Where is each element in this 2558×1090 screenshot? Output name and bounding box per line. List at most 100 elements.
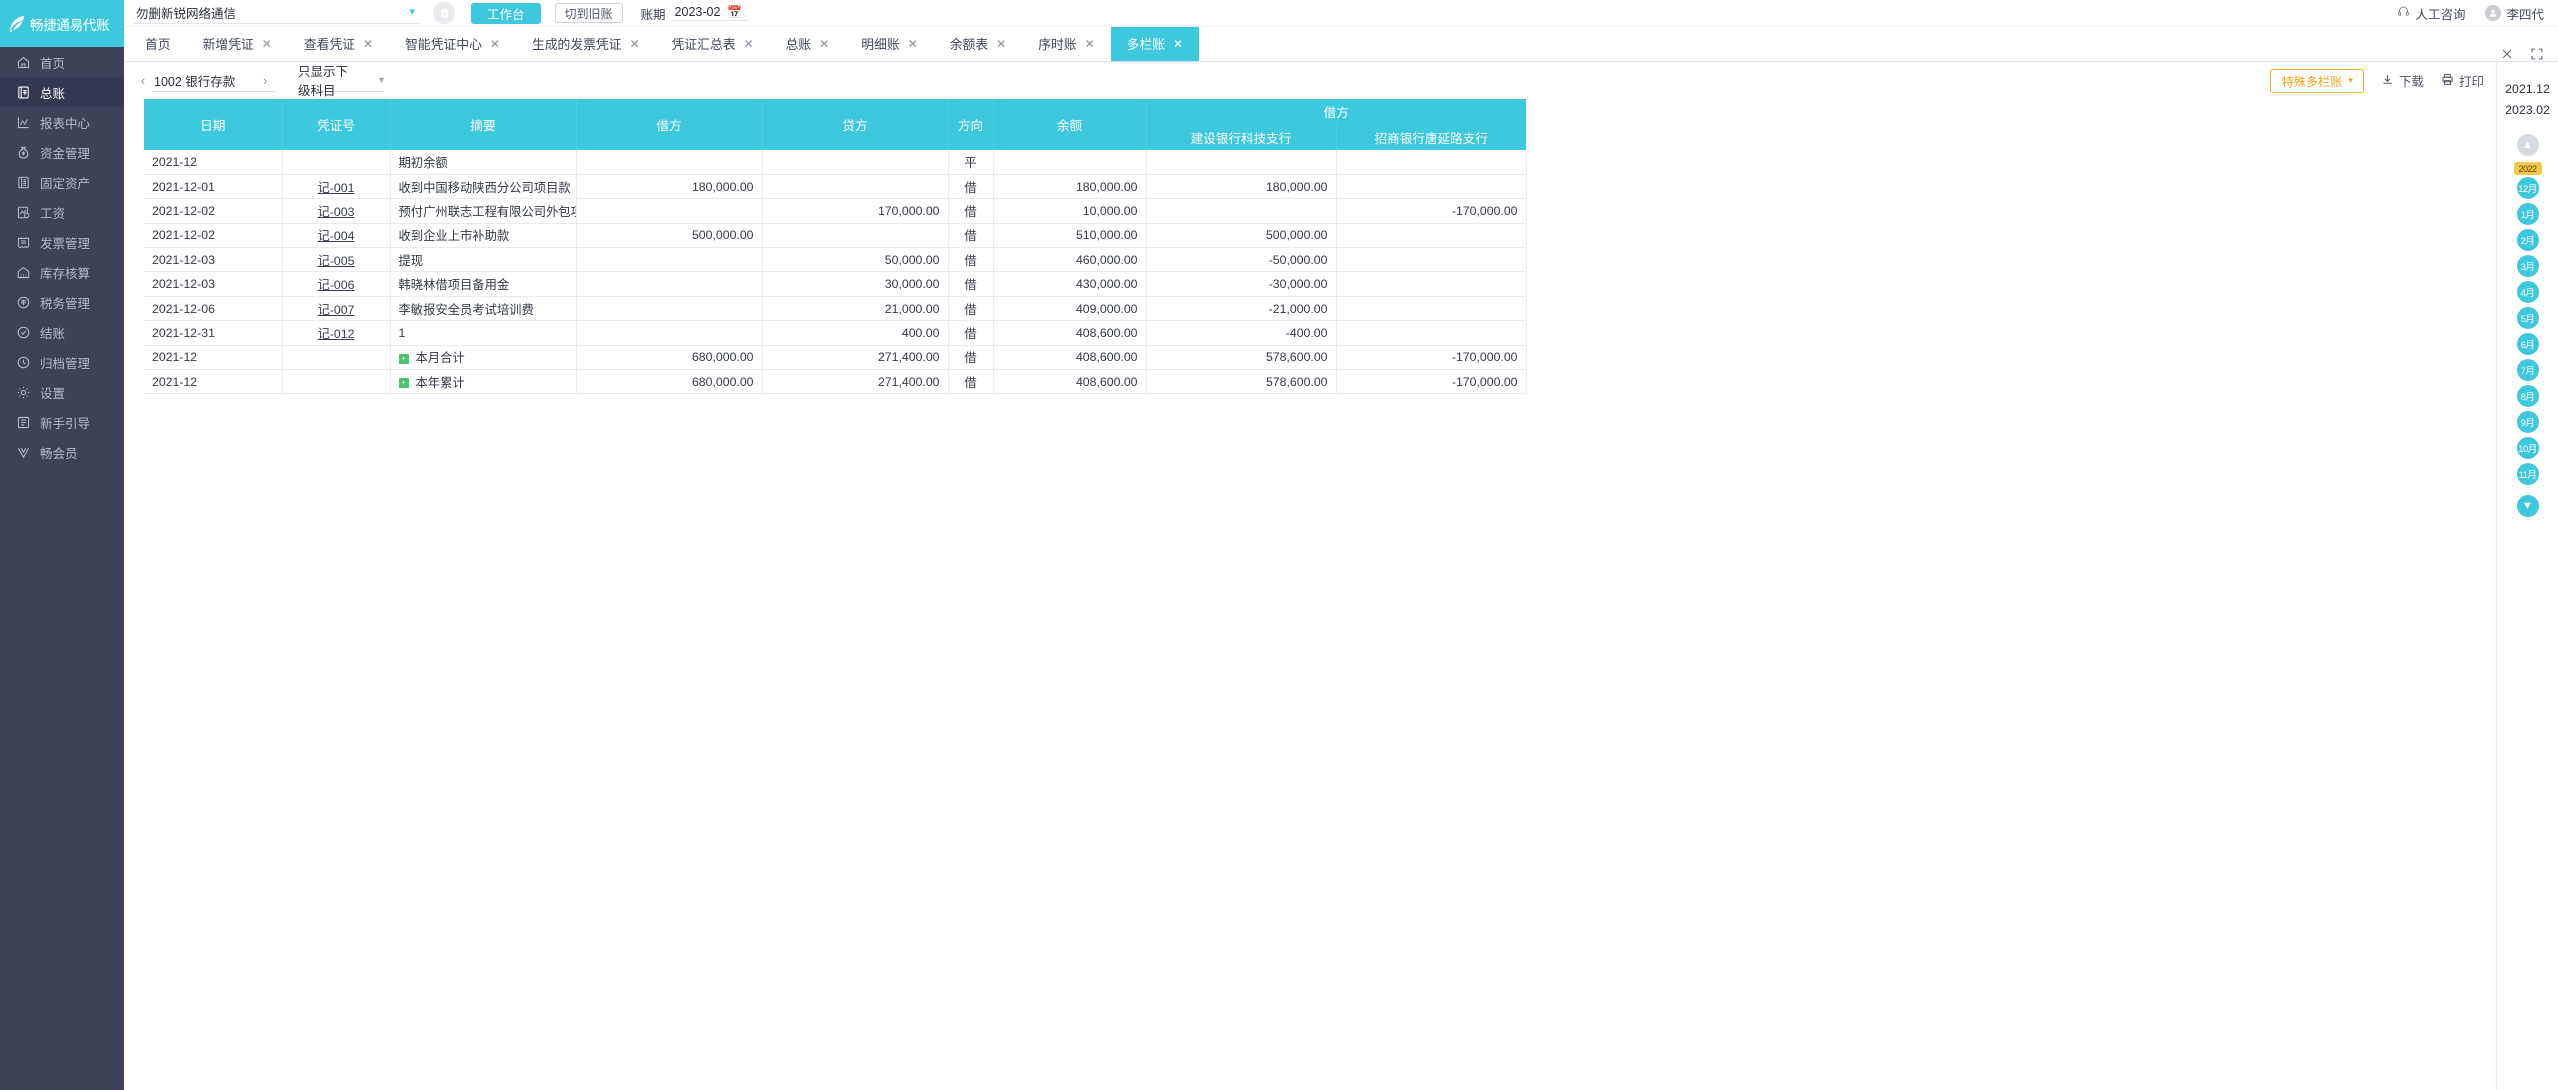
sidebar-item-payroll[interactable]: 工资	[0, 197, 124, 227]
cell-voucher-no[interactable]: 记-007	[282, 296, 391, 322]
print-button[interactable]: 打印	[2441, 71, 2484, 90]
close-icon[interactable]: ✕	[819, 36, 830, 51]
close-icon[interactable]: ✕	[261, 36, 272, 51]
rail-month-item[interactable]: 11月	[2516, 463, 2539, 485]
chevron-left-icon[interactable]: ‹	[140, 73, 146, 88]
company-selector[interactable]: 勿删新锐网络通信 ▾	[134, 2, 419, 24]
chevron-down-icon[interactable]: ▼	[2516, 495, 2539, 517]
tab-voucher-summary[interactable]: 凭证汇总表 ✕	[656, 26, 770, 61]
table-row[interactable]: 2021-12 + 本月合计 680,000.00 271,400.00 借 408,600…	[144, 345, 1527, 371]
close-icon[interactable]: ✕	[363, 36, 374, 51]
table-row[interactable]: 2021-12-03 记-005 提现 50,000.00 借 460,000.00 -50…	[144, 247, 1527, 273]
sidebar-item-checkout[interactable]: 结账	[0, 317, 124, 347]
workbench-button[interactable]: 工作台	[471, 2, 541, 24]
close-icon[interactable]: ✕	[996, 36, 1007, 51]
cell-voucher-no[interactable]: 记-001	[282, 174, 391, 200]
rail-month-item[interactable]: 1月	[2516, 203, 2539, 225]
table-row[interactable]: 2021-12-01 记-001 收到中国移动陕西分公司项目款 180,000.00 借…	[144, 174, 1527, 200]
rail-month-item[interactable]: 10月	[2516, 437, 2539, 459]
sidebar-item-archive-management[interactable]: 归档管理	[0, 347, 124, 377]
col-abstract[interactable]: 摘要	[390, 99, 577, 150]
rail-month-item[interactable]: 4月	[2516, 281, 2539, 303]
rail-month-item[interactable]: 8月	[2516, 385, 2539, 407]
close-icon[interactable]: ✕	[1173, 36, 1184, 51]
cell-voucher-no[interactable]: 记-004	[282, 223, 391, 249]
table-row[interactable]: 2021-12-02 记-004 收到企业上市补助款 500,000.00 借 510,0…	[144, 223, 1527, 249]
chevron-right-icon[interactable]: ›	[262, 72, 268, 88]
sidebar-item-vip-member[interactable]: 畅会员	[0, 437, 124, 467]
rail-month-item[interactable]: 3月	[2516, 255, 2539, 277]
close-icon[interactable]: ✕	[629, 36, 640, 51]
voucher-link[interactable]: 记-005	[317, 253, 355, 268]
sub-subject-filter[interactable]: 只显示下级科目 ▾	[298, 65, 384, 98]
cell-voucher-no[interactable]: 记-012	[282, 320, 391, 346]
voucher-link[interactable]: 记-001	[317, 180, 355, 195]
rail-year-to[interactable]: 2023.02	[2505, 102, 2550, 117]
cell-voucher-no[interactable]: 记-006	[282, 271, 391, 297]
clipboard-icon[interactable]	[433, 2, 455, 24]
rail-month-item[interactable]: 2月	[2516, 229, 2539, 251]
tab-multi-column-ledger[interactable]: 多栏账 ✕	[1110, 26, 1200, 61]
rail-month-item[interactable]: 6月	[2516, 333, 2539, 355]
close-icon[interactable]: ✕	[743, 36, 754, 51]
download-button[interactable]: 下载	[2381, 71, 2424, 90]
sidebar-item-beginner-guide[interactable]: 新手引导	[0, 407, 124, 437]
tab-detail-ledger[interactable]: 明细账 ✕	[845, 26, 933, 61]
voucher-link[interactable]: 记-003	[317, 204, 355, 219]
table-row[interactable]: 2021-12-02 记-003 预付广州联志工程有限公司外包项目款 170,000.…	[144, 198, 1527, 224]
rail-month-item[interactable]: 12月	[2516, 177, 2539, 199]
tab-new-voucher[interactable]: 新增凭证 ✕	[187, 26, 288, 61]
tab-balance-sheet[interactable]: 余额表 ✕	[934, 26, 1022, 61]
rail-year-from[interactable]: 2021.12	[2505, 81, 2550, 96]
col-credit[interactable]: 贷方	[762, 99, 949, 150]
col-bank-cmb[interactable]: 招商银行唐延路支行	[1336, 124, 1526, 150]
tab-smart-voucher-center[interactable]: 智能凭证中心 ✕	[389, 26, 516, 61]
col-voucher-no[interactable]: 凭证号	[282, 99, 391, 150]
sidebar-item-invoice-management[interactable]: 发票管理	[0, 227, 124, 257]
close-icon[interactable]: ✕	[489, 36, 500, 51]
sidebar-item-fund-management[interactable]: 资金管理	[0, 137, 124, 167]
sidebar-item-fixed-assets[interactable]: 固定资产	[0, 167, 124, 197]
fullscreen-icon[interactable]	[2530, 47, 2544, 61]
tab-home[interactable]: 首页	[129, 26, 187, 61]
close-icon[interactable]: ✕	[907, 36, 918, 51]
rail-month-item[interactable]: 9月	[2516, 411, 2539, 433]
subject-selector[interactable]: 1002 银行存款 ›	[152, 70, 276, 92]
support-button[interactable]: 人工咨询	[2397, 4, 2465, 23]
user-menu[interactable]: 李四代	[2485, 4, 2544, 23]
table-row[interactable]: 2021-12-03 记-006 韩晓林借项目备用金 30,000.00 借 430,00…	[144, 271, 1527, 297]
brand-logo[interactable]: 畅捷通易代账	[0, 0, 124, 47]
special-multi-column-button[interactable]: 特殊多栏账 ▾	[2270, 68, 2364, 93]
rail-month-item[interactable]: 7月	[2516, 359, 2539, 381]
table-row[interactable]: 2021-12-31 记-012 1 400.00 借 408,600.00 -400.00	[144, 320, 1527, 346]
table-row[interactable]: 2021-12-06 记-007 李敏报安全员考试培训费 21,000.00 借 409,…	[144, 296, 1527, 322]
close-all-tabs-icon[interactable]	[2500, 47, 2514, 61]
col-date[interactable]: 日期	[144, 99, 283, 150]
chevron-up-icon[interactable]: ▲	[2516, 134, 2539, 156]
switch-old-button[interactable]: 切到旧账	[554, 3, 623, 23]
sidebar-item-report-center[interactable]: 报表中心	[0, 107, 124, 137]
rail-month-item[interactable]: 5月	[2516, 307, 2539, 329]
col-balance[interactable]: 余额	[993, 99, 1147, 150]
cell-voucher-no[interactable]: 记-005	[282, 247, 391, 273]
col-direction[interactable]: 方向	[948, 99, 994, 150]
voucher-link[interactable]: 记-006	[317, 278, 355, 293]
table-row[interactable]: 2021-12 + 本年累计 680,000.00 271,400.00 借 408,600…	[144, 369, 1527, 395]
sidebar-item-home[interactable]: 首页	[0, 47, 124, 77]
sidebar-item-general-ledger[interactable]: 总账	[0, 77, 124, 107]
tab-generated-invoice-voucher[interactable]: 生成的发票凭证 ✕	[516, 26, 656, 61]
close-icon[interactable]: ✕	[1084, 36, 1095, 51]
col-bank-ccb[interactable]: 建设银行科技支行	[1146, 124, 1337, 150]
sidebar-item-settings[interactable]: 设置	[0, 377, 124, 407]
voucher-link[interactable]: 记-004	[317, 229, 355, 244]
cell-voucher-no[interactable]: 记-003	[282, 198, 391, 224]
col-debit[interactable]: 借方	[576, 99, 763, 150]
tab-chronological-ledger[interactable]: 序时账 ✕	[1022, 26, 1110, 61]
sidebar-item-inventory-accounting[interactable]: 库存核算	[0, 257, 124, 287]
table-row[interactable]: 2021-12 期初余额 平	[144, 150, 1527, 175]
tab-view-voucher[interactable]: 查看凭证 ✕	[288, 26, 389, 61]
voucher-link[interactable]: 记-012	[317, 326, 355, 341]
tab-general-ledger[interactable]: 总账 ✕	[770, 26, 846, 61]
voucher-link[interactable]: 记-007	[317, 302, 355, 317]
sidebar-item-tax-management[interactable]: 税务管理	[0, 287, 124, 317]
